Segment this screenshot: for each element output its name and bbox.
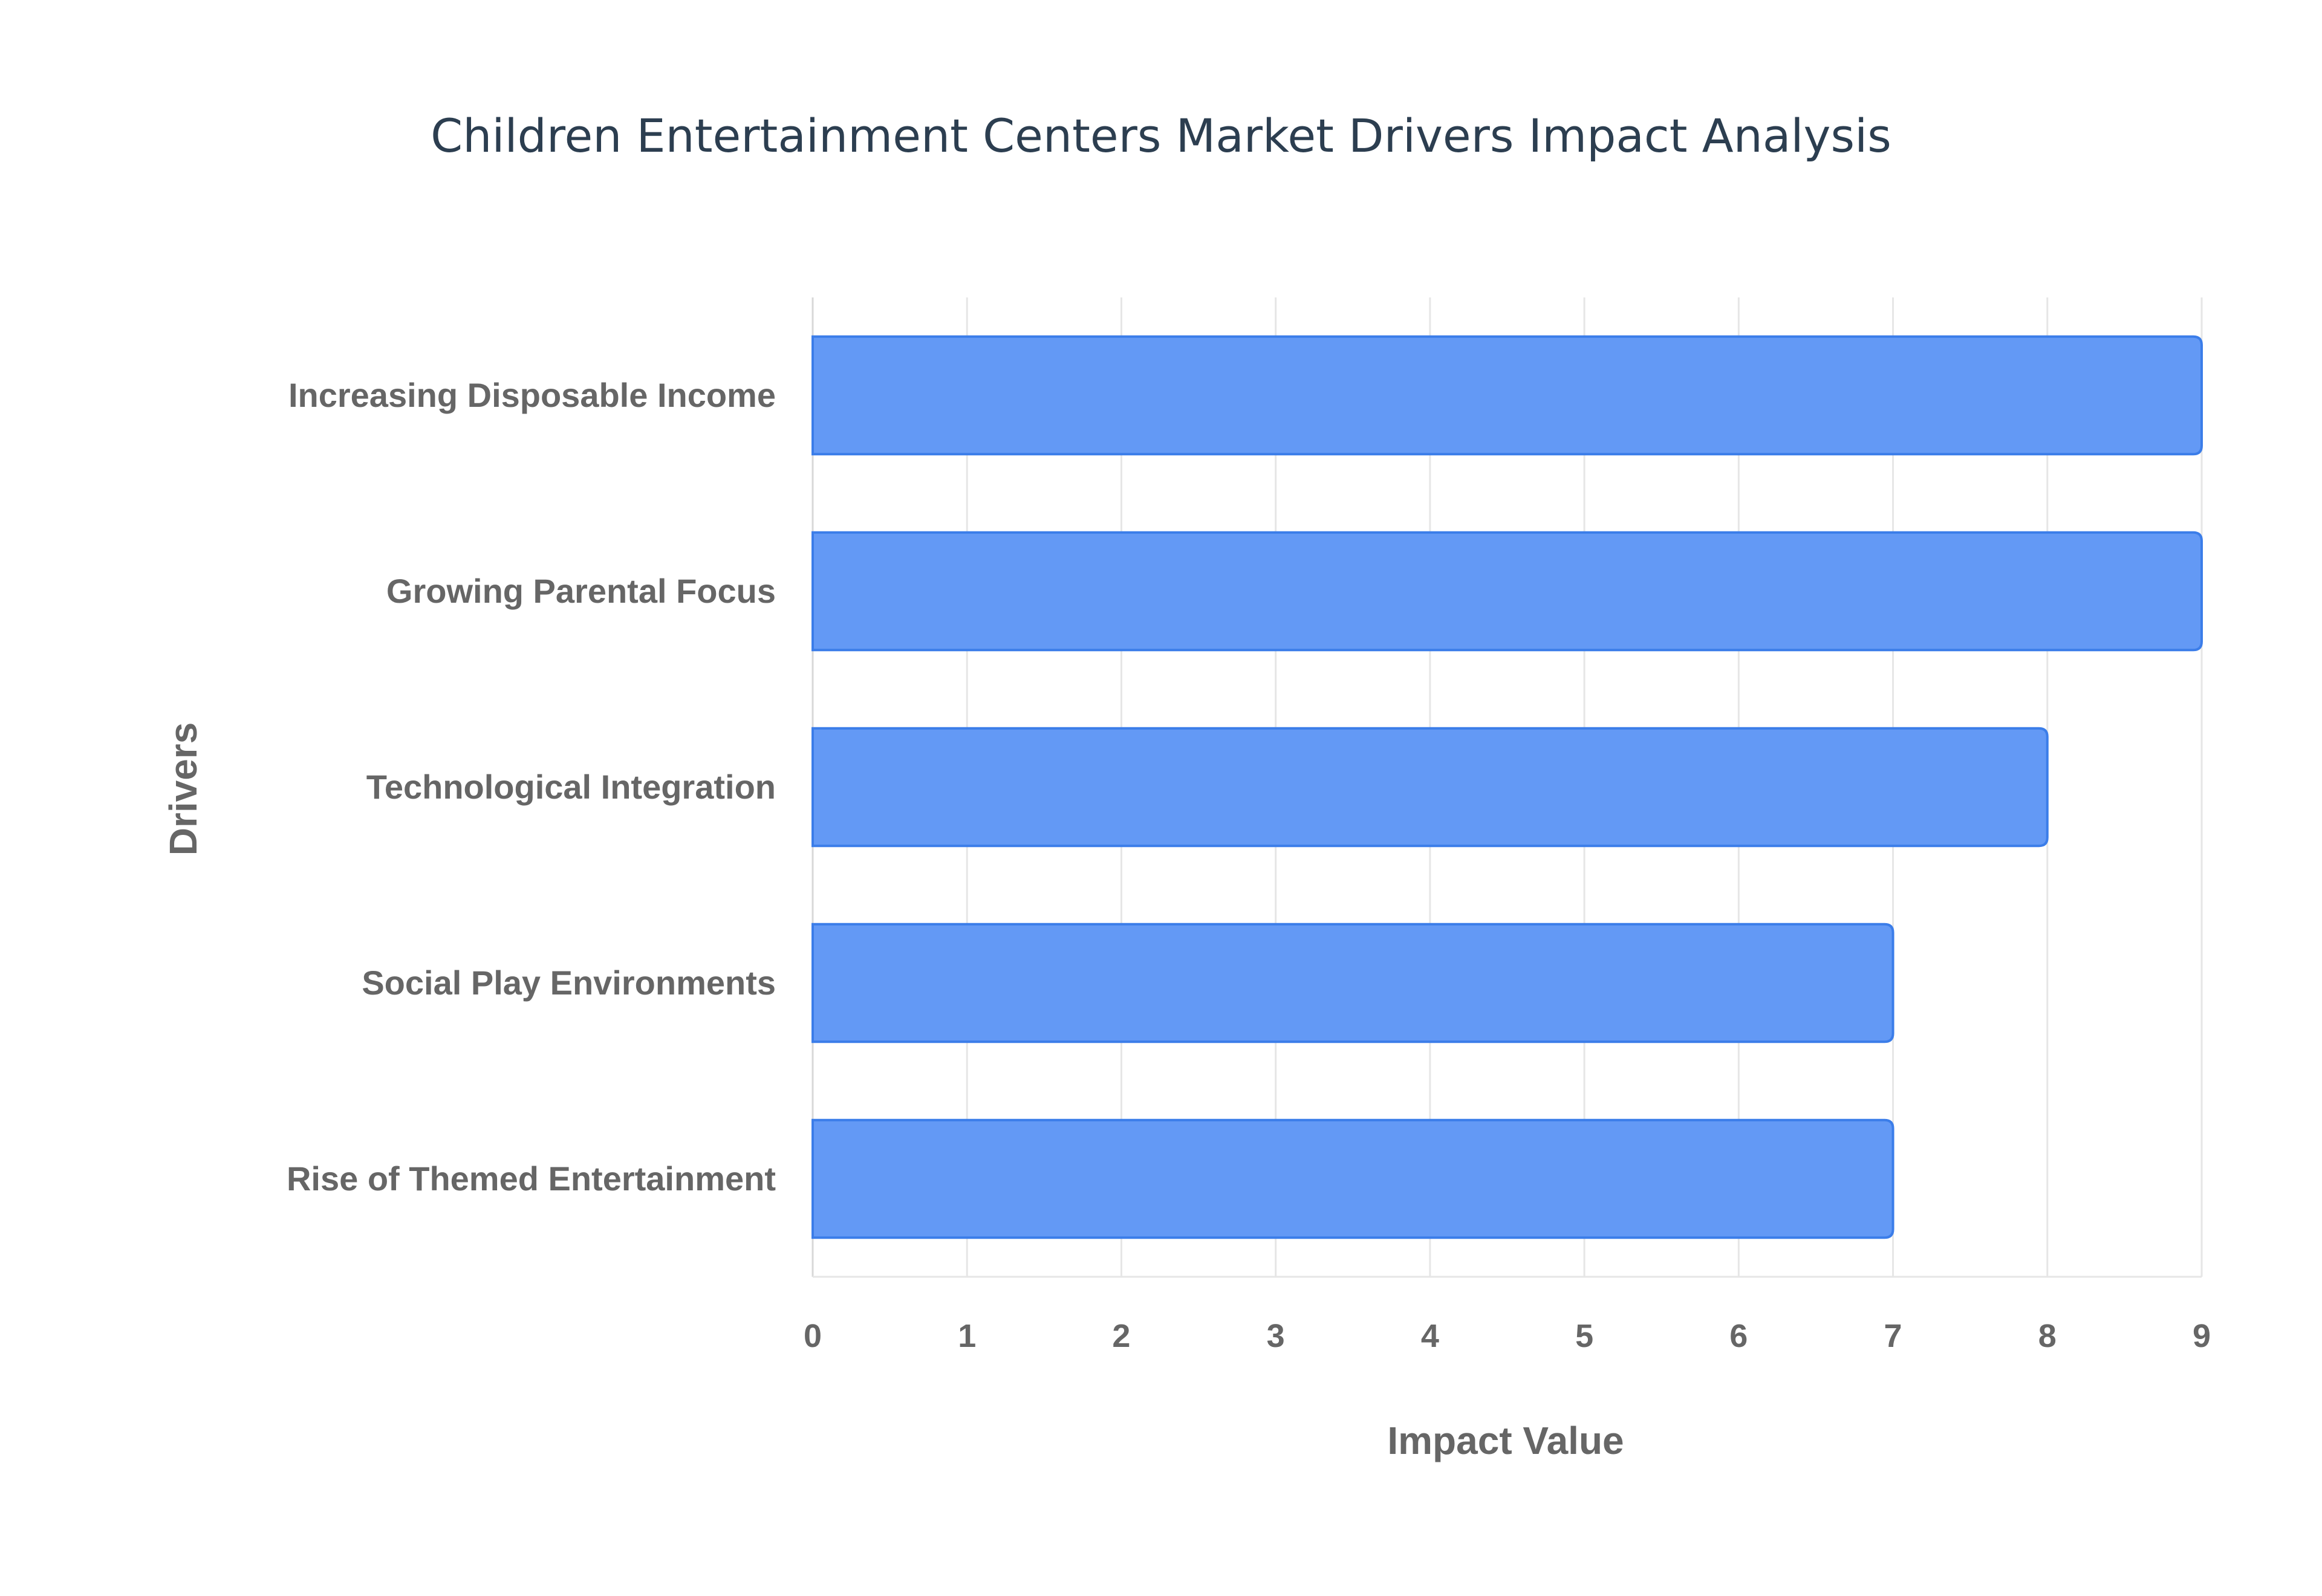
x-tick-label: 9 [2193,1318,2211,1354]
x-tick-label: 1 [958,1318,976,1354]
y-tick-label: Social Play Environments [362,964,776,1002]
x-tick-label: 2 [1112,1318,1130,1354]
x-axis-title: Impact Value [1387,1419,1624,1462]
y-axis-title: Drivers [161,722,205,856]
x-tick-labels: 0 1 2 3 4 5 6 7 8 9 [804,1318,2211,1354]
bar [811,727,2049,848]
y-tick-label: Rise of Themed Entertainment [287,1160,776,1198]
x-tick-label: 5 [1575,1318,1593,1354]
bar [811,923,1894,1043]
bar [811,1118,1894,1239]
x-tick-label: 3 [1267,1318,1285,1354]
x-tick-label: 6 [1729,1318,1748,1354]
x-tick-label: 7 [1884,1318,1902,1354]
x-tick-label: 0 [804,1318,822,1354]
bars [811,335,2203,1239]
y-tick-label: Growing Parental Focus [386,572,776,610]
y-tick-label: Technological Integration [366,768,776,806]
bar [811,335,2203,456]
bar [811,531,2203,652]
y-tick-labels: Increasing Disposable Income Growing Pare… [287,376,776,1198]
chart-title: Children Entertainment Centers Market Dr… [431,109,1891,163]
x-tick-label: 8 [2038,1318,2057,1354]
x-tick-label: 4 [1421,1318,1439,1354]
y-tick-label: Increasing Disposable Income [288,376,776,414]
